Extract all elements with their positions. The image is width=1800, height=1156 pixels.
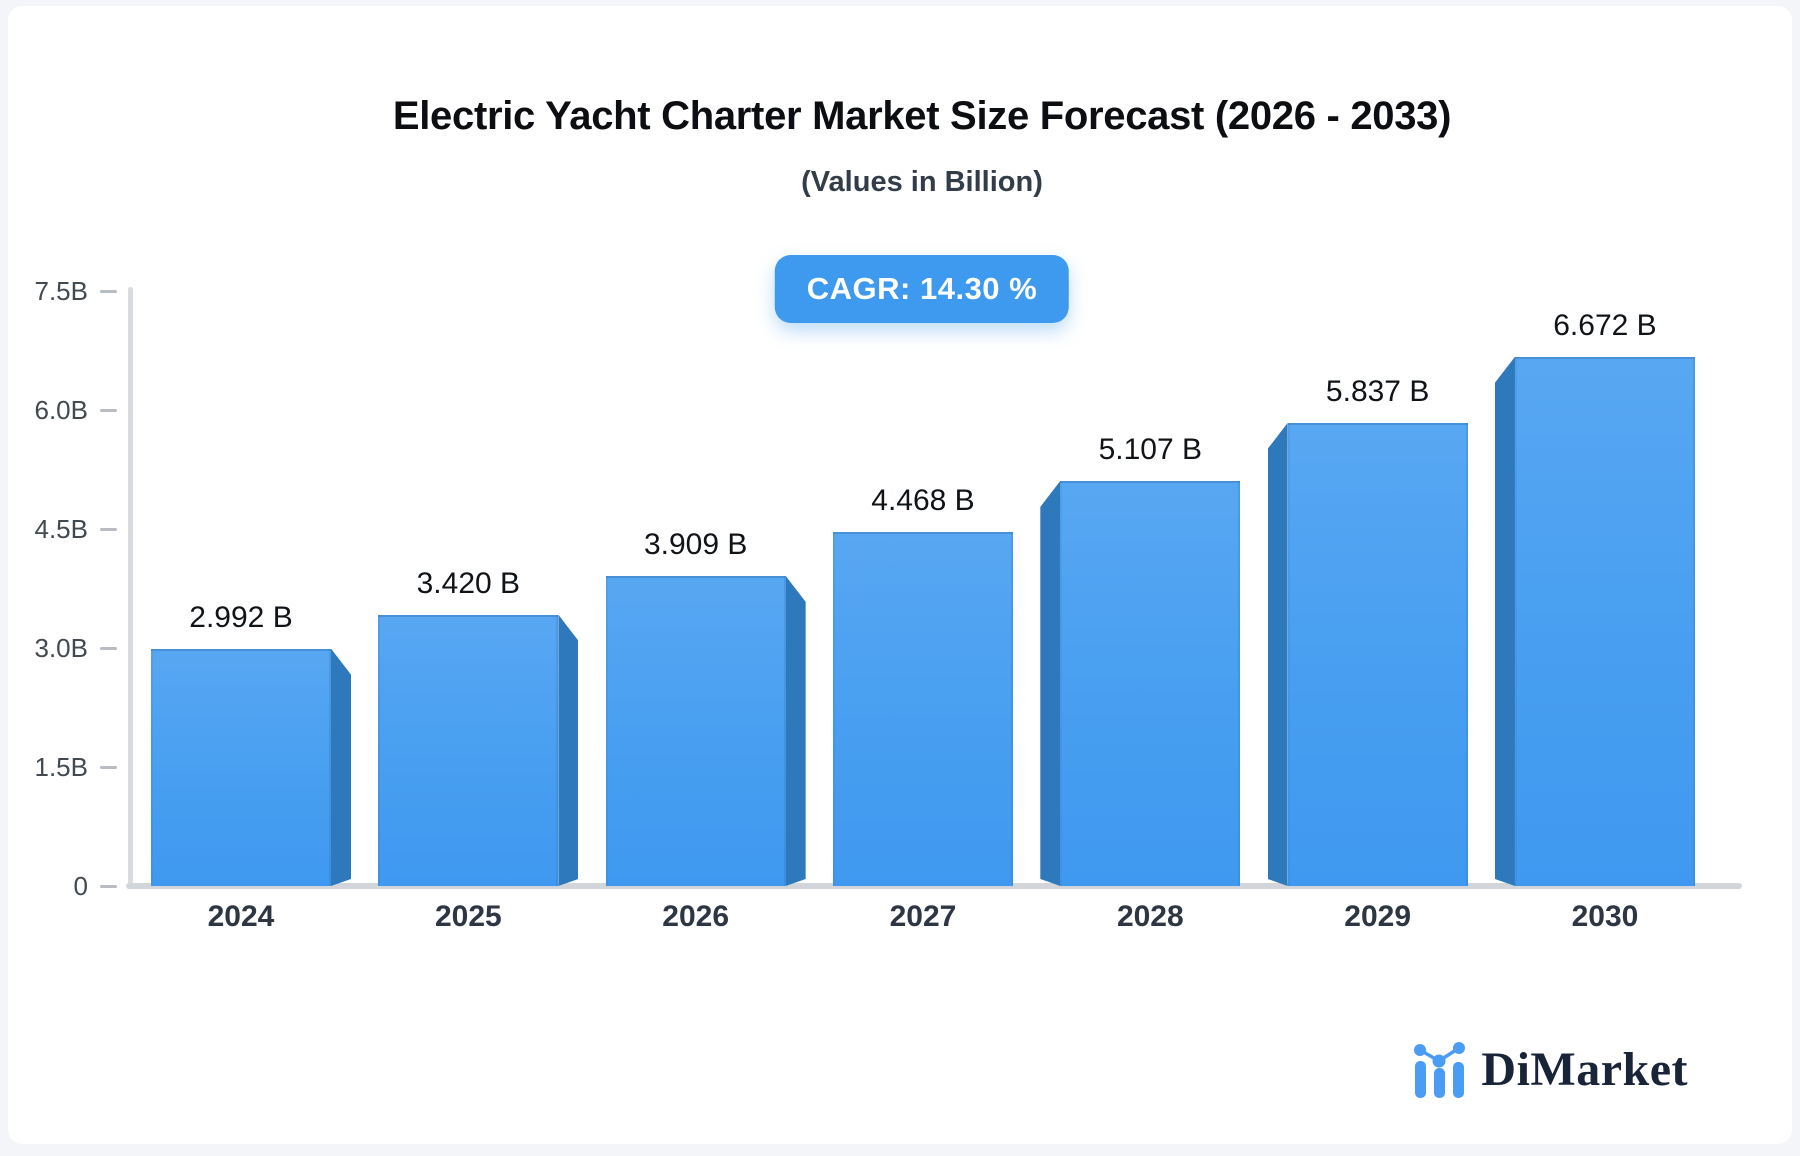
x-axis-line: [126, 883, 1742, 889]
bar: [1287, 422, 1468, 886]
bar: [1060, 480, 1241, 886]
bar: [1514, 356, 1695, 886]
y-axis-tick: [100, 765, 117, 769]
x-axis-label: 2030: [1571, 900, 1639, 933]
bar-value-label: 6.672 B: [1553, 308, 1657, 342]
bar-value-label: 5.837 B: [1325, 374, 1430, 408]
bar-value-label: 3.420 B: [416, 566, 521, 600]
y-axis-label: 6.0B: [34, 395, 89, 425]
bar-side-shadow: [331, 649, 351, 886]
x-axis-label: 2029: [1344, 900, 1412, 933]
y-axis-tick: [100, 646, 117, 650]
bar-side-shadow: [1040, 481, 1060, 886]
x-axis-label: 2028: [1116, 900, 1184, 933]
y-axis-label: 7.5B: [34, 276, 89, 306]
brand-logo: DiMarket: [1411, 1040, 1688, 1098]
y-axis-tick: [100, 408, 117, 412]
x-axis-label: 2025: [434, 900, 502, 933]
bar-value-label: 4.468 B: [871, 483, 975, 517]
y-axis-label: 4.5B: [34, 514, 89, 544]
bar-side-shadow: [786, 576, 806, 886]
y-axis-tick: [100, 884, 117, 888]
bar-value-label: 5.107 B: [1098, 432, 1203, 466]
bar: [378, 614, 559, 886]
brand-name: DiMarket: [1481, 1042, 1688, 1096]
y-axis-label: 0: [73, 871, 88, 901]
cagr-badge: CAGR: 14.30 %: [774, 255, 1070, 323]
bar-chart-logo-icon: [1414, 1042, 1466, 1098]
bar-side-shadow: [1495, 357, 1515, 886]
bar: [151, 648, 331, 886]
y-axis-label: 3.0B: [34, 633, 89, 663]
bar-value-label: 3.909 B: [643, 527, 748, 561]
bar-side-shadow: [1268, 423, 1288, 886]
x-axis-label: 2027: [889, 900, 957, 933]
bar-value-label: 2.992 B: [189, 600, 293, 634]
y-axis-tick: [100, 527, 117, 531]
y-axis-tick: [100, 289, 117, 293]
bar: [605, 575, 786, 886]
bar: [832, 531, 1013, 886]
x-axis-label: 2026: [662, 900, 730, 933]
x-axis-label: 2024: [207, 900, 275, 933]
chart-subtitle: (Values in Billion): [801, 166, 1043, 198]
y-axis-label: 1.5B: [34, 752, 89, 782]
y-axis-line: [128, 287, 133, 886]
bar-side-shadow: [558, 615, 578, 886]
chart-title: Electric Yacht Charter Market Size Forec…: [392, 94, 1452, 138]
